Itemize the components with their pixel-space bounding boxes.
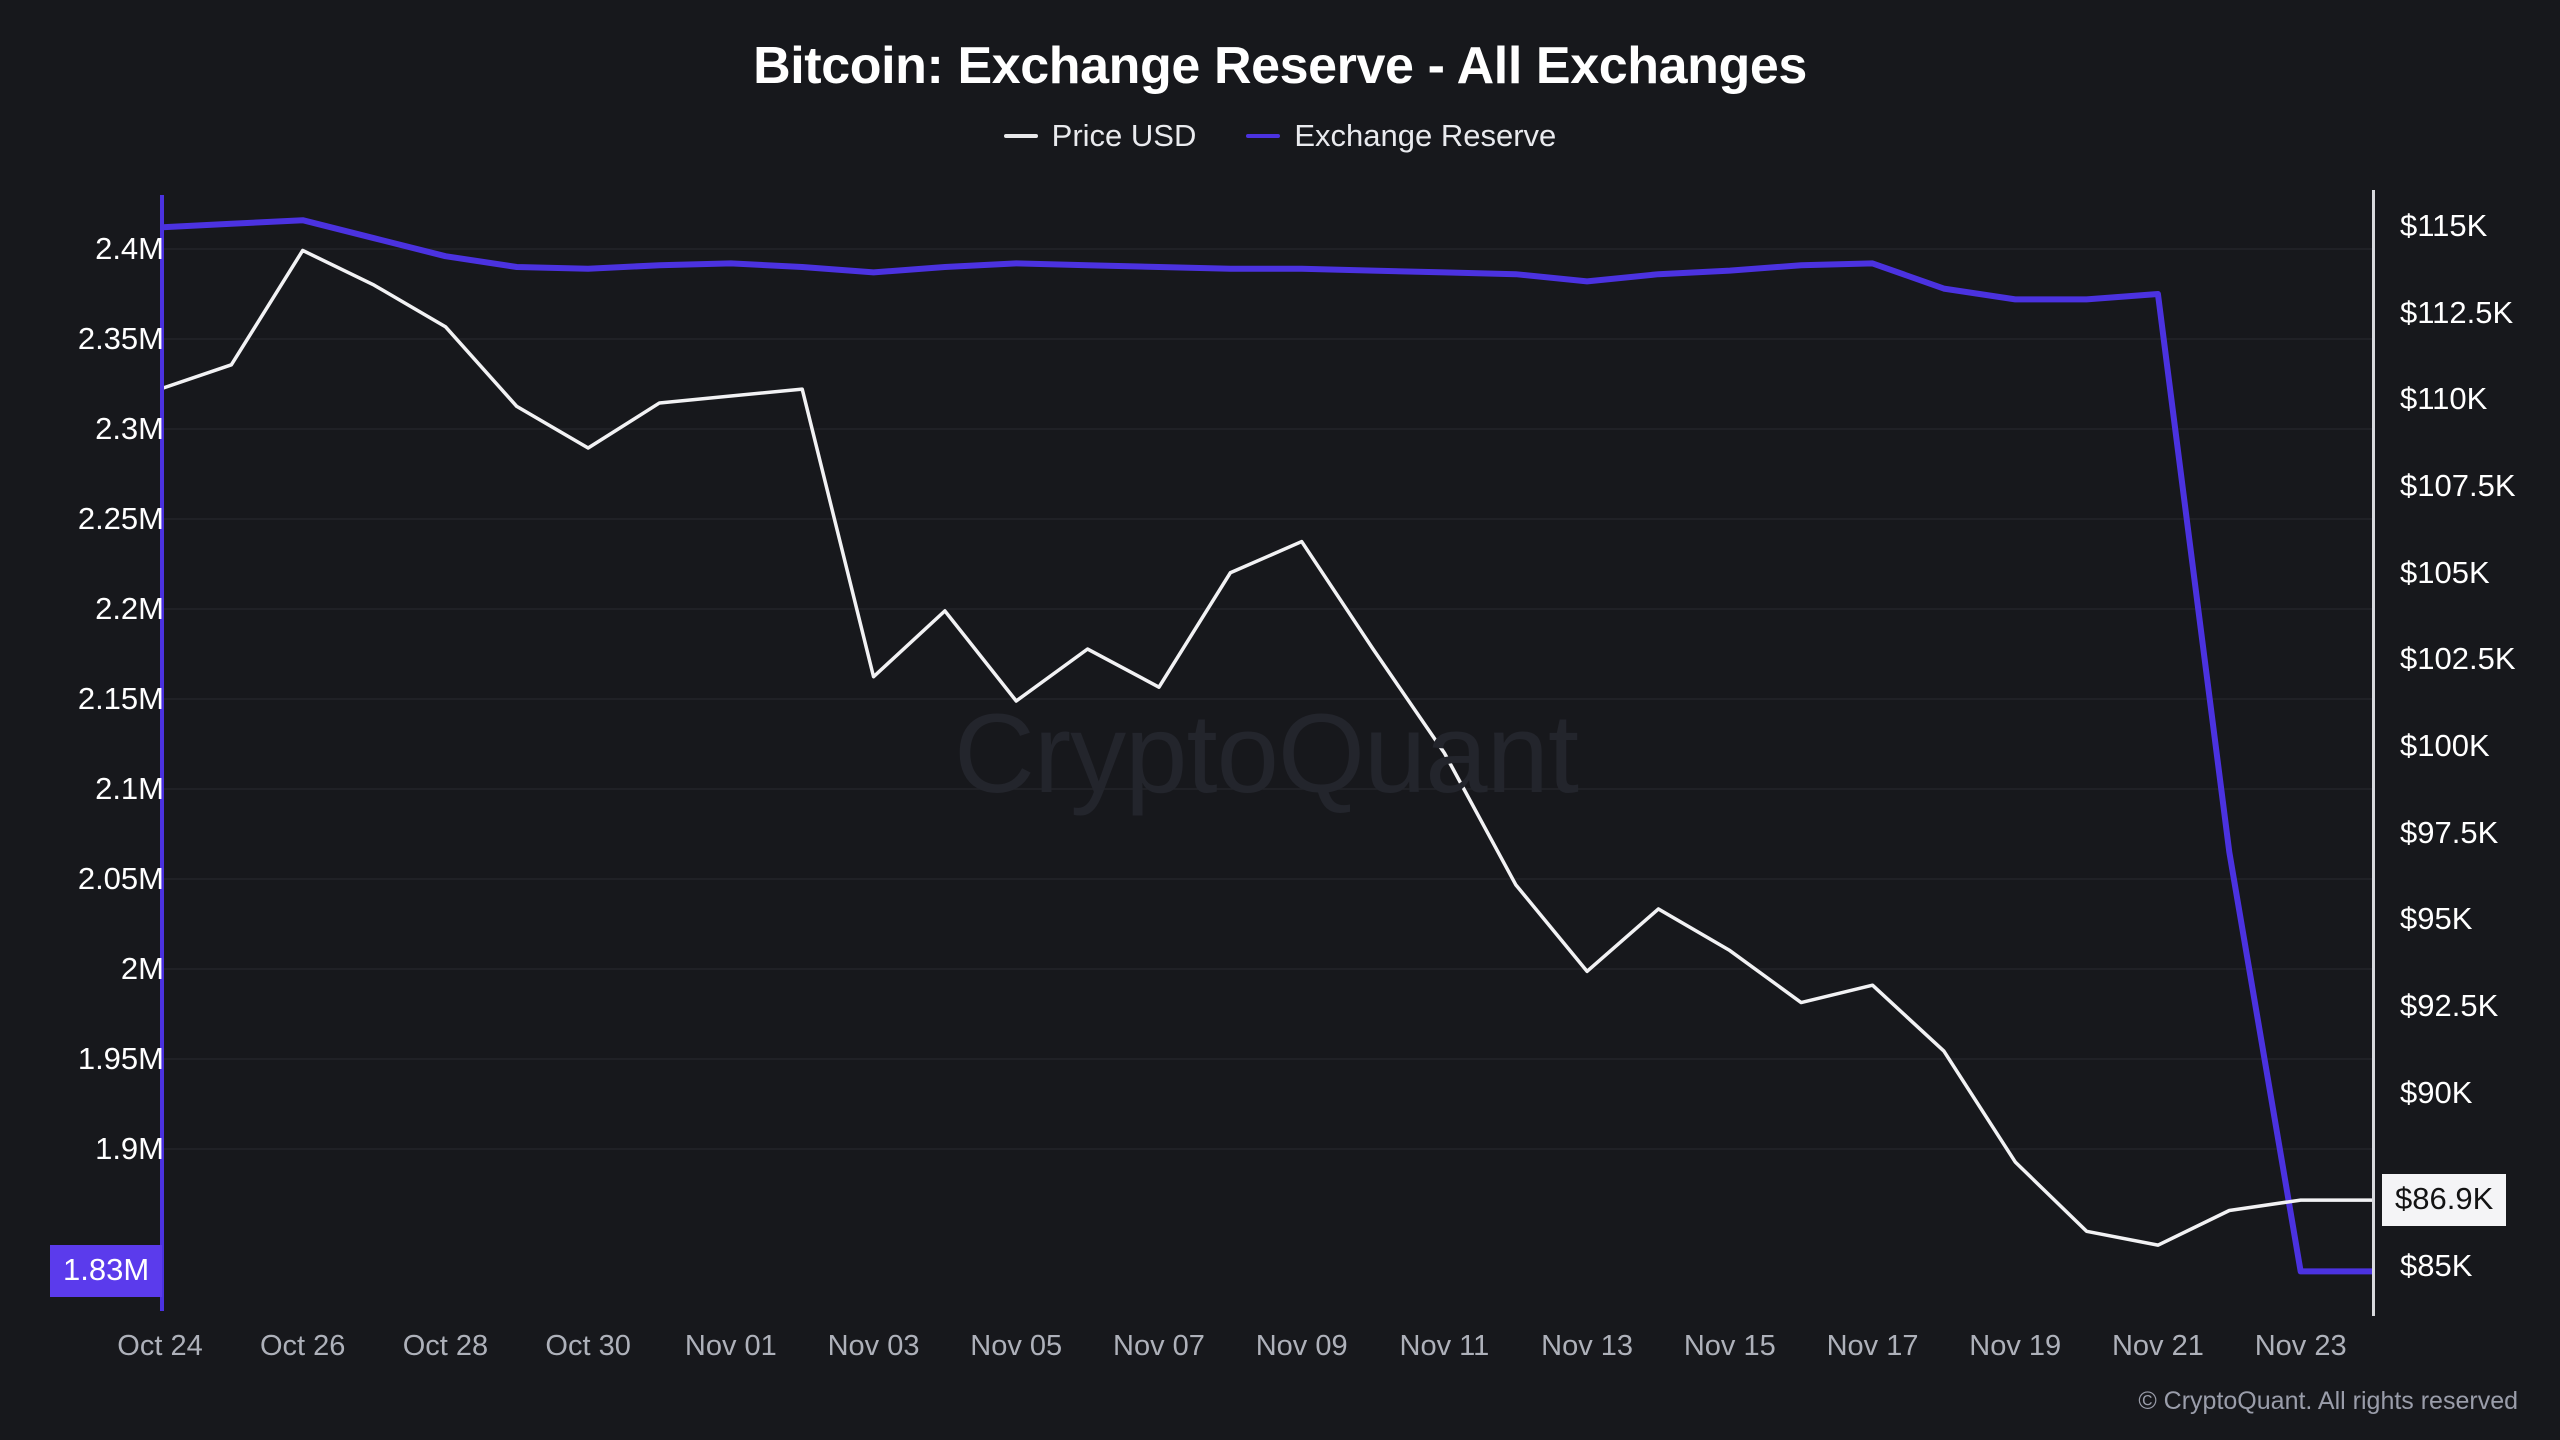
right-axis-line bbox=[2372, 190, 2375, 1316]
x-axis-tick-label: Nov 01 bbox=[684, 1330, 777, 1362]
legend-label-exchange-reserve: Exchange Reserve bbox=[1294, 118, 1557, 153]
right-axis-tick-label: $85K bbox=[2400, 1247, 2473, 1283]
legend-item-exchange-reserve[interactable]: Exchange Reserve bbox=[1246, 118, 1556, 154]
left-axis-tick-label: 1.95M bbox=[77, 1041, 164, 1076]
chart-legend: Price USD Exchange Reserve bbox=[0, 118, 2560, 154]
x-axis-tick-label: Nov 13 bbox=[1541, 1330, 1634, 1362]
right-axis-tick-label: $115K bbox=[2400, 208, 2488, 244]
right-axis-tick-label: $95K bbox=[2400, 901, 2473, 937]
x-axis-tick-label: Oct 30 bbox=[545, 1330, 631, 1362]
left-axis-tick-label: 2.1M bbox=[95, 771, 164, 806]
x-axis-tick-label: Oct 26 bbox=[259, 1330, 346, 1362]
right-axis-tick-label: $107.5K bbox=[2400, 468, 2516, 504]
x-axis-tick-label: Oct 24 bbox=[117, 1330, 203, 1362]
right-axis-tick-label: $112.5K bbox=[2400, 294, 2514, 330]
x-axis-tick-label: Nov 09 bbox=[1255, 1330, 1348, 1362]
x-axis-tick-label: Nov 15 bbox=[1683, 1330, 1776, 1362]
left-axis-line bbox=[160, 195, 164, 1311]
right-axis-tick-label: $90K bbox=[2400, 1074, 2473, 1110]
x-axis-tick-label: Nov 23 bbox=[2254, 1330, 2347, 1362]
left-axis-tick-label: 2.25M bbox=[77, 501, 164, 536]
left-axis-tick-label: 2.35M bbox=[77, 321, 164, 356]
right-axis-tick-label: $105K bbox=[2400, 554, 2490, 590]
price-value-badge: $86.9K bbox=[2382, 1174, 2507, 1227]
x-axis-tick-label: Nov 17 bbox=[1826, 1330, 1919, 1362]
chart-canvas bbox=[160, 217, 2372, 1275]
x-axis-tick-label: Oct 28 bbox=[402, 1330, 489, 1362]
x-axis-tick-label: Nov 19 bbox=[1969, 1330, 2062, 1362]
copyright-footer: © CryptoQuant. All rights reserved bbox=[2138, 1387, 2518, 1415]
x-axis-tick-label: Nov 05 bbox=[970, 1330, 1063, 1362]
left-axis-tick-label: 2.15M bbox=[77, 681, 164, 716]
left-axis-tick-label: 1.9M bbox=[95, 1131, 164, 1166]
page-title: Bitcoin: Exchange Reserve - All Exchange… bbox=[753, 37, 1807, 95]
reserve-value-badge: 1.83M bbox=[50, 1245, 163, 1298]
left-axis-tick-label: 2.2M bbox=[95, 591, 164, 626]
right-axis-tick-label: $92.5K bbox=[2400, 988, 2499, 1023]
x-axis-tick-label: Nov 07 bbox=[1113, 1330, 1205, 1362]
right-axis-tick-label: $102.5K bbox=[2400, 641, 2516, 677]
exchange-reserve-line bbox=[160, 217, 2372, 1275]
gridlines bbox=[160, 248, 2372, 1150]
x-axis-tick-label: Nov 21 bbox=[2111, 1330, 2204, 1362]
left-axis-tick-label: 2.05M bbox=[77, 861, 164, 896]
left-axis-tick-label: 2.3M bbox=[95, 411, 164, 446]
x-axis-tick-label: Nov 03 bbox=[827, 1330, 920, 1362]
left-axis-tick-label: 2M bbox=[120, 951, 164, 986]
left-axis-tick-label: 2.4M bbox=[95, 231, 164, 266]
right-axis-tick-label: $97.5K bbox=[2400, 814, 2499, 850]
right-axis-tick-label: $100K bbox=[2400, 728, 2490, 764]
plot-area: CryptoQuant bbox=[160, 195, 2372, 1311]
legend-label-price-usd: Price USD bbox=[1051, 118, 1197, 153]
legend-item-price-usd[interactable]: Price USD bbox=[1003, 118, 1197, 154]
right-axis-tick-label: $110K bbox=[2400, 381, 2488, 417]
price-usd-line bbox=[160, 248, 2372, 1247]
legend-swatch-exchange-reserve bbox=[1246, 134, 1281, 138]
x-axis-tick-label: Nov 11 bbox=[1399, 1330, 1490, 1362]
legend-swatch-price-usd bbox=[1003, 134, 1038, 138]
